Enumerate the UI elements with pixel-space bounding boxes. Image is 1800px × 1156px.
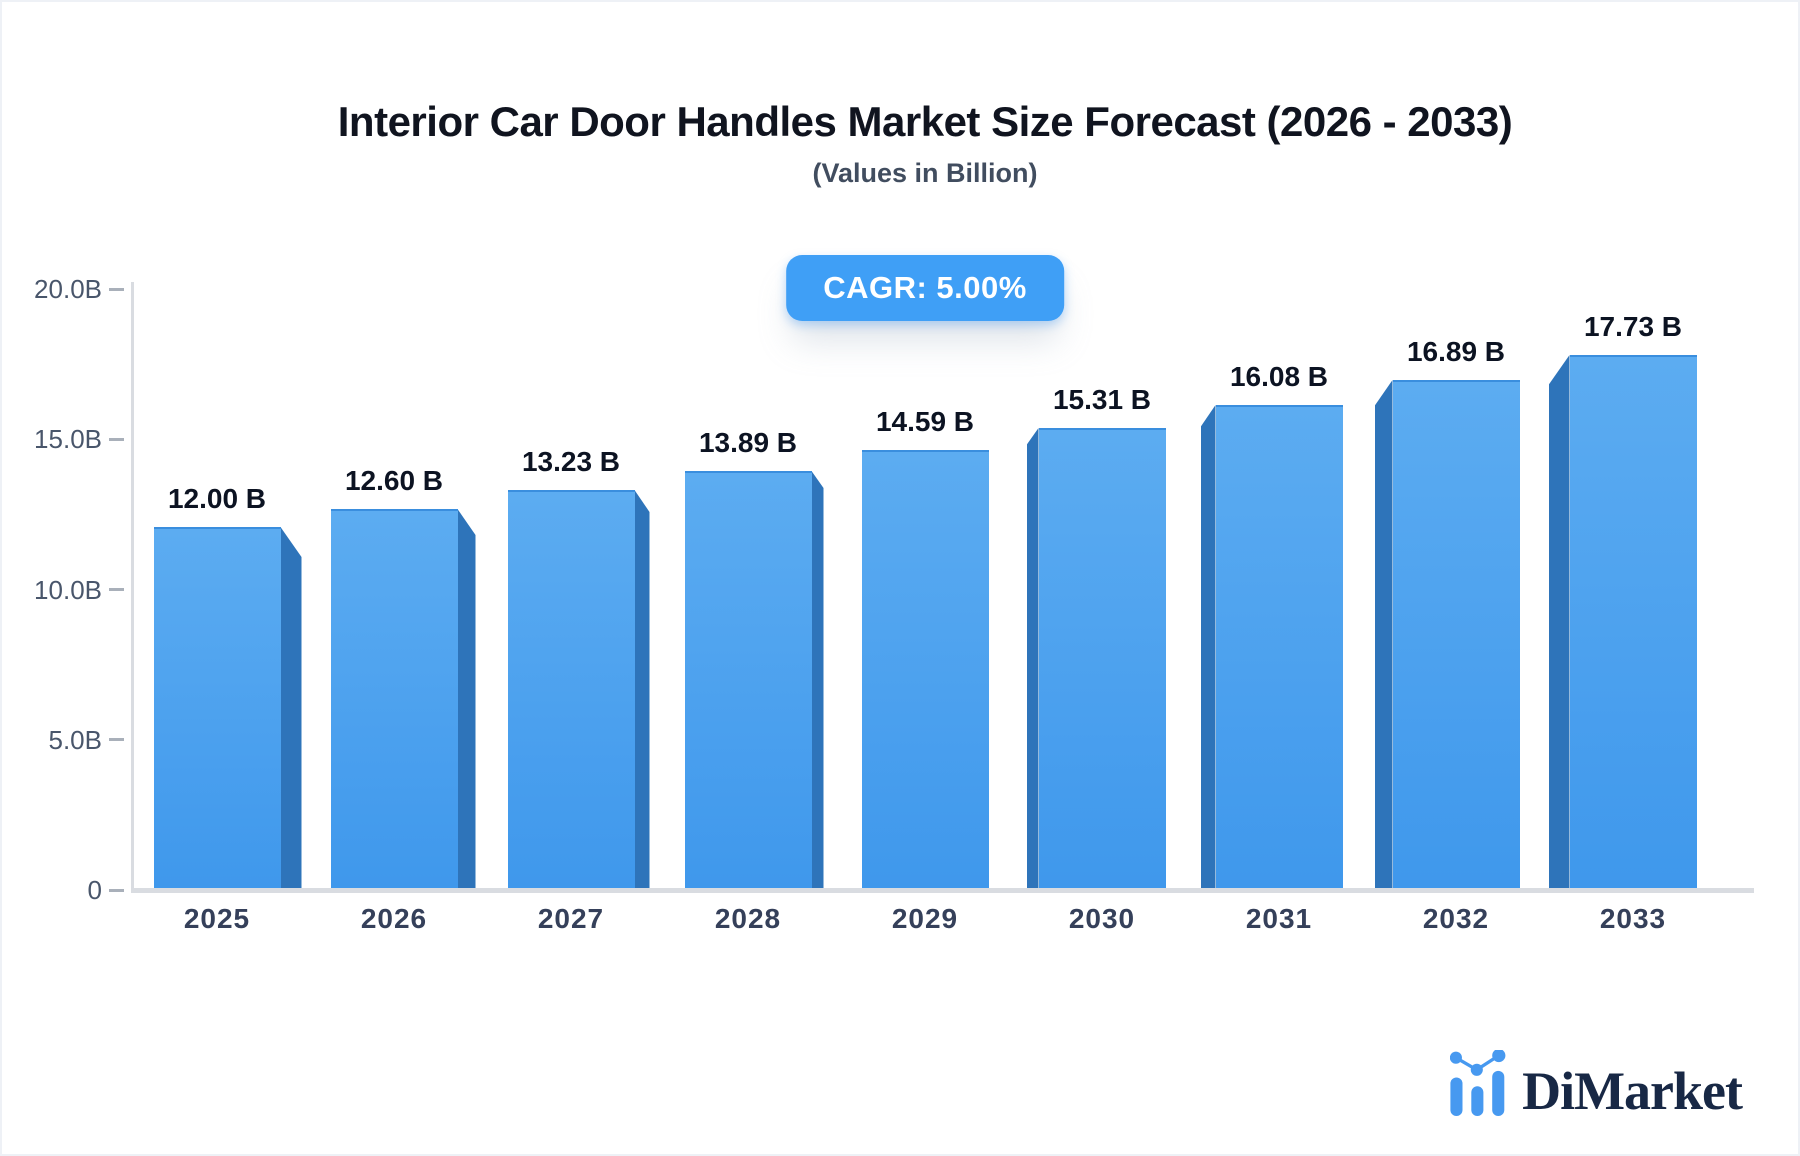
- bar: [1038, 428, 1166, 888]
- bar-value-label: 13.23 B: [521, 446, 621, 477]
- bar-side-face: [1374, 380, 1393, 888]
- y-axis-tick: [109, 287, 124, 291]
- bar: [861, 450, 989, 888]
- bar-side-face: [1026, 428, 1039, 888]
- bar: [1392, 380, 1520, 888]
- chart-title: Interior Car Door Handles Market Size Fo…: [337, 98, 1513, 145]
- bar-value-label: 13.89 B: [698, 427, 798, 458]
- bar-line-chart-icon: [1450, 1050, 1506, 1116]
- bar: [330, 509, 458, 888]
- x-axis-label: 2033: [1599, 903, 1667, 934]
- bar-side-face: [457, 509, 476, 888]
- bar: [684, 471, 812, 888]
- x-axis-label: 2032: [1422, 903, 1490, 934]
- bar: [1215, 405, 1343, 888]
- bar-value-label: 14.59 B: [875, 406, 975, 437]
- bar-side-face: [811, 471, 824, 888]
- bar-side-face: [1200, 405, 1216, 888]
- x-axis-label: 2031: [1245, 903, 1313, 934]
- chart-subtitle: (Values in Billion): [812, 158, 1038, 188]
- y-axis-label: 20.0B: [34, 274, 102, 304]
- bar-value-label: 12.60 B: [344, 465, 444, 496]
- bar-value-label: 16.08 B: [1229, 361, 1329, 392]
- y-axis-label: 15.0B: [34, 424, 102, 455]
- bar-value-label: 16.89 B: [1406, 336, 1506, 367]
- x-axis-label: 2028: [714, 903, 782, 934]
- x-axis-label: 2026: [360, 903, 428, 934]
- x-axis-label: 2027: [537, 903, 605, 934]
- logo-text: DiMarket: [1522, 1061, 1743, 1121]
- y-axis-tick: [109, 738, 124, 742]
- y-axis-line: [131, 282, 134, 890]
- bar-side-face: [1548, 355, 1570, 888]
- bar: [153, 527, 281, 888]
- y-axis-tick: [109, 437, 124, 441]
- dimarket-logo: DiMarket: [1450, 1050, 1743, 1121]
- bar-value-label: 15.31 B: [1052, 384, 1152, 415]
- x-axis-label: 2030: [1068, 903, 1136, 934]
- bar-side-face: [280, 527, 302, 888]
- x-axis-line: [131, 888, 1754, 893]
- bar-value-label: 12.00 B: [167, 483, 267, 514]
- bar: [1569, 355, 1697, 888]
- x-axis-label: 2025: [183, 903, 251, 934]
- cagr-badge: CAGR: 5.00%: [786, 255, 1064, 321]
- y-axis-label: 5.0B: [48, 724, 103, 755]
- bar: [507, 490, 635, 888]
- y-axis-tick: [109, 888, 124, 892]
- y-axis-label: 0: [87, 875, 102, 905]
- y-axis-label: 10.0B: [34, 574, 102, 605]
- bar-side-face: [634, 490, 650, 888]
- y-axis-tick: [109, 588, 124, 591]
- bar-value-label: 17.73 B: [1583, 311, 1683, 342]
- x-axis-label: 2029: [891, 903, 959, 934]
